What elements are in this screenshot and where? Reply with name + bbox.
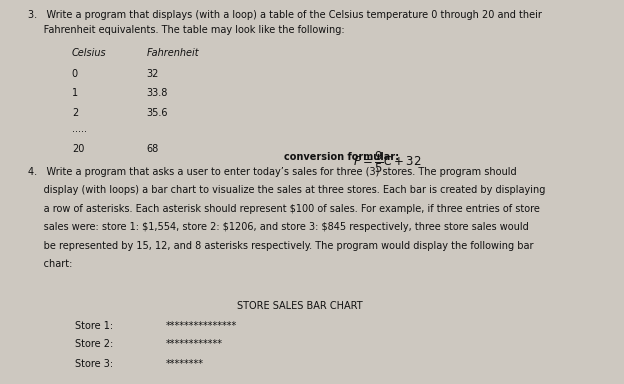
Text: 33.8: 33.8 (147, 88, 168, 98)
Text: 3.   Write a program that displays (with a loop) a table of the Celsius temperat: 3. Write a program that displays (with a… (28, 10, 542, 20)
Text: Store 3:: Store 3: (75, 359, 113, 369)
Text: .....: ..... (72, 124, 87, 134)
Text: 68: 68 (147, 144, 159, 154)
Text: 35.6: 35.6 (147, 108, 168, 118)
Text: sales were: store 1: $1,554, store 2: $1206, and store 3: $845 respectively, thr: sales were: store 1: $1,554, store 2: $1… (28, 222, 529, 232)
Text: be represented by 15, 12, and 8 asterisks respectively. The program would displa: be represented by 15, 12, and 8 asterisk… (28, 241, 534, 251)
Text: 0: 0 (72, 69, 78, 79)
Text: a row of asterisks. Each asterisk should represent $100 of sales. For example, i: a row of asterisks. Each asterisk should… (28, 204, 540, 214)
Text: ********: ******** (165, 359, 203, 369)
Text: display (with loops) a bar chart to visualize the sales at three stores. Each ba: display (with loops) a bar chart to visu… (28, 185, 545, 195)
Text: STORE SALES BAR CHART: STORE SALES BAR CHART (237, 301, 363, 311)
Text: $F = \dfrac{9}{5}C + 32$: $F = \dfrac{9}{5}C + 32$ (353, 150, 421, 175)
Text: Store 1:: Store 1: (75, 321, 113, 331)
Text: 32: 32 (147, 69, 159, 79)
Text: chart:: chart: (28, 259, 72, 269)
Text: 1: 1 (72, 88, 78, 98)
Text: Fahrenheit: Fahrenheit (147, 48, 199, 58)
Text: Fahrenheit equivalents. The table may look like the following:: Fahrenheit equivalents. The table may lo… (28, 25, 344, 35)
Text: conversion formular:: conversion formular: (284, 152, 406, 162)
Text: 4.   Write a program that asks a user to enter today’s sales for three (3) store: 4. Write a program that asks a user to e… (28, 167, 517, 177)
Text: ***************: *************** (165, 321, 236, 331)
Text: ************: ************ (165, 339, 222, 349)
Text: Celsius: Celsius (72, 48, 106, 58)
Text: 20: 20 (72, 144, 84, 154)
Text: Store 2:: Store 2: (75, 339, 113, 349)
Text: 2: 2 (72, 108, 78, 118)
